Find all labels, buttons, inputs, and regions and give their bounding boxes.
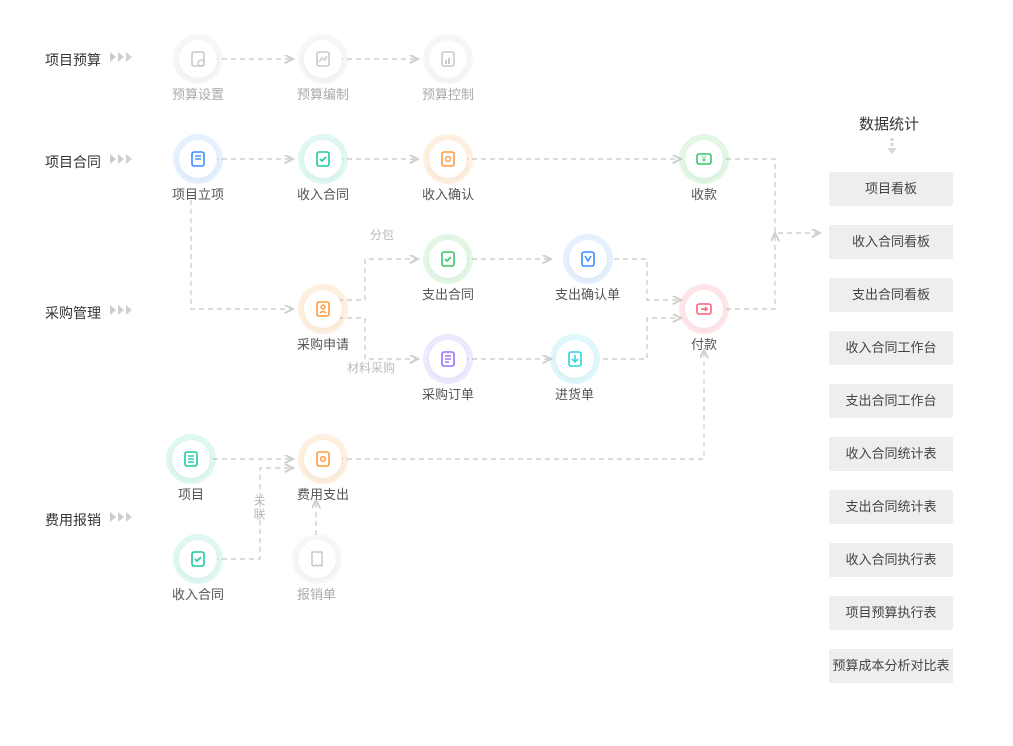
hint-relate: 关联 [251, 494, 268, 522]
section-budget-label: 项目预算 [45, 50, 101, 70]
node-label: 付款 [685, 334, 723, 353]
section-procure-label: 采购管理 [45, 303, 101, 323]
hint-material: 材料采购 [347, 359, 395, 376]
connectors-layer [0, 0, 1013, 746]
node-goods_in[interactable]: 进货单 [555, 340, 594, 403]
node-label: 预算控制 [422, 84, 474, 103]
stat-button-9[interactable]: 预算成本分析对比表 [829, 649, 953, 683]
node-income_confirm[interactable]: 收入确认 [422, 140, 474, 203]
stat-button-7[interactable]: 收入合同执行表 [829, 543, 953, 577]
node-income_contract2[interactable]: 收入合同 [172, 540, 224, 603]
node-label: 采购申请 [297, 334, 349, 353]
node-label: 收入合同 [297, 184, 349, 203]
node-label: 收入确认 [422, 184, 474, 203]
node-budget_setting[interactable]: 预算设置 [172, 40, 224, 103]
node-label: 收款 [685, 184, 723, 203]
doc-star-icon [429, 140, 467, 178]
node-label: 支出确认单 [555, 284, 620, 303]
receipt-icon [298, 540, 336, 578]
doc-star-icon [304, 440, 342, 478]
edge-receive-stats [726, 159, 820, 233]
node-label: 进货单 [555, 384, 594, 403]
node-label: 预算编制 [297, 84, 349, 103]
section-expense-label: 费用报销 [45, 510, 101, 530]
node-procure_order[interactable]: 采购订单 [422, 340, 474, 403]
node-budget_draft[interactable]: 预算编制 [297, 40, 349, 103]
node-procure_req[interactable]: 采购申请 [297, 290, 349, 353]
node-label: 项目 [172, 484, 210, 503]
section-arrow-icon [110, 154, 132, 164]
node-label: 收入合同 [172, 584, 224, 603]
edge-proj_setup-procure_req [191, 200, 293, 309]
doc-list-icon [172, 440, 210, 478]
doc-check-icon [429, 240, 467, 278]
node-label: 项目立项 [172, 184, 224, 203]
node-proj_setup[interactable]: 项目立项 [172, 140, 224, 203]
node-label: 采购订单 [422, 384, 474, 403]
node-project[interactable]: 项目 [172, 440, 210, 503]
node-receive[interactable]: ¥ 收款 [685, 140, 723, 203]
node-fee_out[interactable]: 费用支出 [297, 440, 349, 503]
doc-in-icon [556, 340, 594, 378]
doc-check-icon [304, 140, 342, 178]
node-pay[interactable]: 付款 [685, 290, 723, 353]
node-out_contract[interactable]: 支出合同 [422, 240, 474, 303]
node-label: 支出合同 [422, 284, 474, 303]
svg-text:¥: ¥ [701, 155, 707, 164]
edge-procure_req-procure_order [338, 318, 418, 359]
stat-button-8[interactable]: 项目预算执行表 [829, 596, 953, 630]
doc-chart-icon [304, 40, 342, 78]
stat-button-0[interactable]: 项目看板 [829, 172, 953, 206]
edge-procure_req-out_contract [338, 259, 418, 300]
section-contract-label: 项目合同 [45, 152, 101, 172]
hint-subpkg: 分包 [370, 226, 394, 243]
node-label: 预算设置 [172, 84, 224, 103]
section-arrow-icon [110, 512, 132, 522]
section-arrow-icon [110, 305, 132, 315]
stat-button-6[interactable]: 支出合同统计表 [829, 490, 953, 524]
money-icon: ¥ [685, 140, 723, 178]
doc-gear-icon [179, 40, 217, 78]
node-income_contract[interactable]: 收入合同 [297, 140, 349, 203]
diagram-stage: 项目预算 项目合同 采购管理 费用报销 预算设置预算编制预算控制项目立项收入合同… [0, 0, 1013, 746]
doc-check-icon [179, 540, 217, 578]
node-label: 费用支出 [297, 484, 349, 503]
doc-bars-icon [429, 40, 467, 78]
stat-button-2[interactable]: 支出合同看板 [829, 278, 953, 312]
node-budget_control[interactable]: 预算控制 [422, 40, 474, 103]
section-arrow-icon [110, 52, 132, 62]
person-doc-icon [304, 290, 342, 328]
down-arrow-icon [883, 136, 901, 163]
stat-button-4[interactable]: 支出合同工作台 [829, 384, 953, 418]
edge-out_confirm-pay [614, 259, 681, 300]
node-out_confirm[interactable]: 支出确认单 [555, 240, 620, 303]
doc-v-icon [569, 240, 607, 278]
stat-button-5[interactable]: 收入合同统计表 [829, 437, 953, 471]
edge-goods_in-pay [603, 318, 681, 359]
node-reimburse[interactable]: 报销单 [297, 540, 336, 603]
stat-button-3[interactable]: 收入合同工作台 [829, 331, 953, 365]
node-label: 报销单 [297, 584, 336, 603]
stat-button-1[interactable]: 收入合同看板 [829, 225, 953, 259]
doc-icon [179, 140, 217, 178]
money-out-icon [685, 290, 723, 328]
edge-pay-stats [726, 233, 775, 309]
doc-lines-icon [429, 340, 467, 378]
stats-title: 数据统计 [859, 113, 919, 134]
